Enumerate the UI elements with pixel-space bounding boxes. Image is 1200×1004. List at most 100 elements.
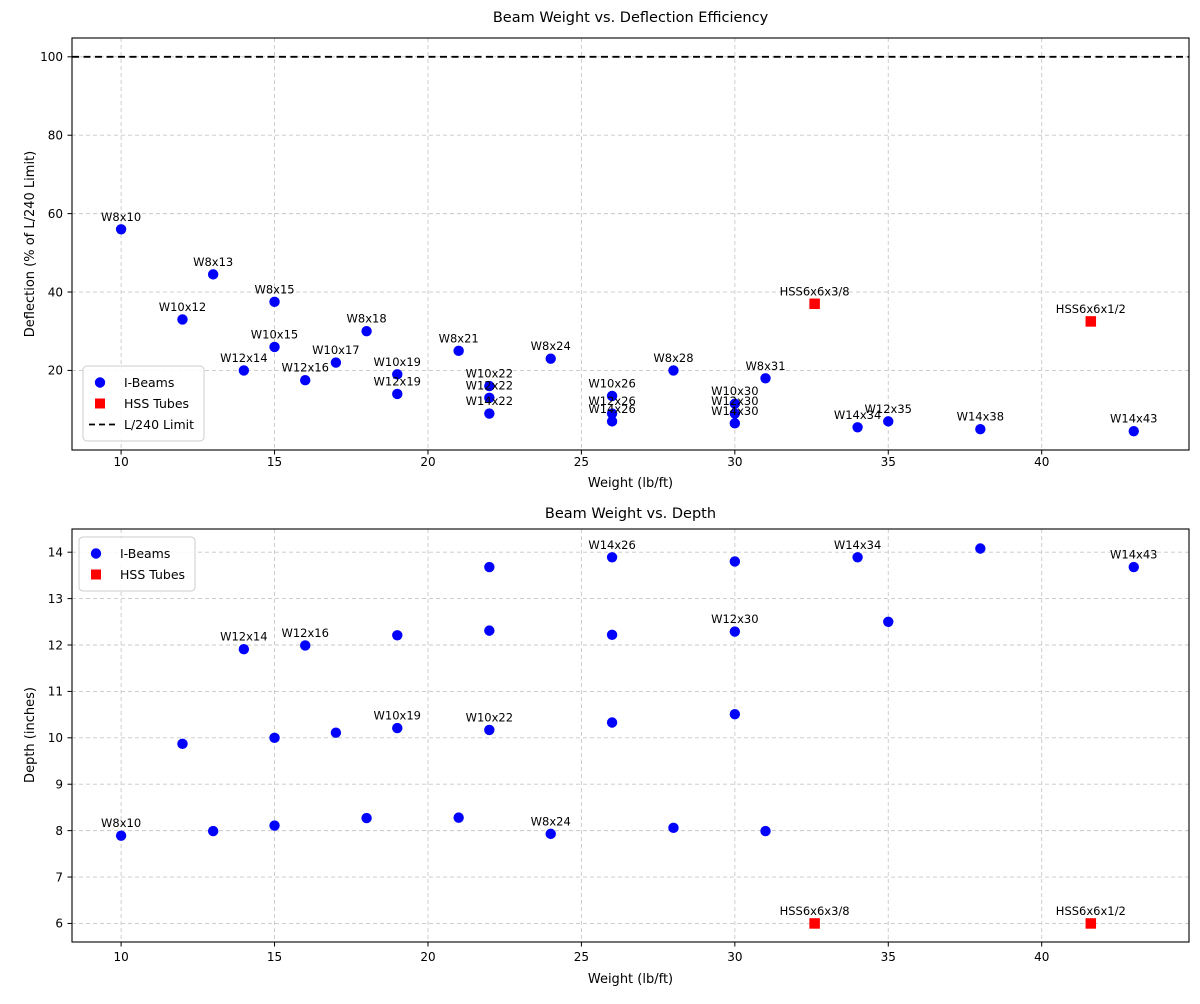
point-label: W8x10 (101, 210, 141, 224)
y-tick-label: 13 (48, 592, 63, 606)
point-label: W14x43 (1110, 412, 1157, 426)
x-tick-label: 15 (267, 950, 282, 964)
point-label: W8x31 (745, 359, 785, 373)
x-tick-label: 15 (267, 455, 282, 469)
point-label: W10x26 (588, 376, 635, 390)
data-point-I-Beams (269, 732, 280, 744)
data-point-W10x12 (177, 314, 188, 325)
data-point-W8x10 (115, 224, 127, 235)
point-label: W14x26 (588, 538, 635, 552)
data-point-I-Beams (606, 629, 618, 641)
point-label: W12x35 (865, 402, 912, 416)
point-label: W14x34 (834, 408, 881, 422)
x-tick-label: 10 (113, 455, 128, 469)
data-point-I-Beams (392, 630, 403, 641)
data-point-W12x22 (484, 392, 495, 404)
y-tick-label: 9 (55, 778, 63, 792)
x-tick-label: 20 (420, 455, 435, 469)
data-point-HSS6x6x1/2 (1085, 316, 1097, 327)
data-point-W12x30 (729, 626, 741, 637)
y-tick-label: 60 (48, 207, 63, 221)
y-axis-label: Deflection (% of L/240 Limit) (23, 151, 38, 337)
data-point-W12x14 (238, 643, 250, 655)
x-axis-label: Weight (lb/ft) (588, 972, 673, 987)
data-point-W10x22 (484, 724, 495, 736)
data-point-W14x43 (1128, 425, 1139, 437)
data-point-W12x35 (883, 416, 894, 427)
point-label: W10x22 (466, 710, 513, 724)
point-label: W14x30 (711, 404, 758, 418)
square-icon (91, 569, 101, 580)
point-label: W10x19 (374, 355, 421, 369)
data-point-I-Beams (269, 820, 280, 831)
x-tick-label: 20 (420, 950, 435, 964)
data-point-W10x15 (269, 341, 280, 353)
y-tick-label: 7 (55, 870, 63, 884)
x-tick-label: 40 (1034, 455, 1049, 469)
chart-title: Beam Weight vs. Deflection Efficiency (493, 10, 769, 26)
legend: I-Beams HSS Tubes (78, 536, 196, 592)
point-label: W8x24 (531, 814, 571, 828)
y-tick-label: 8 (55, 824, 63, 838)
data-point-W8x31 (760, 373, 771, 384)
data-point-W10x19 (392, 369, 403, 380)
data-point-W12x30 (729, 408, 741, 419)
x-axis-label: Weight (lb/ft) (588, 476, 673, 491)
x-tick-label: 10 (113, 950, 128, 964)
point-label: W8x10 (101, 816, 141, 830)
deflection-chart: 10 15 20 25 30 35 40 20 40 60 80 100 W8x10 W10x12 W8x1… (23, 10, 1190, 491)
legend-box (82, 365, 205, 442)
data-point-I-Beams (330, 727, 342, 738)
point-label: HSS6x6x1/2 (1056, 904, 1126, 918)
legend-label: I-Beams (124, 375, 174, 390)
y-tick-label: 100 (40, 50, 63, 64)
data-point-W12x14 (238, 365, 250, 376)
data-point-HSS6x6x1/2 (1085, 918, 1097, 929)
axes-spines (71, 528, 1190, 943)
data-point-W10x30 (729, 398, 741, 409)
point-label: W12x22 (466, 378, 513, 392)
point-label: W12x16 (281, 361, 328, 375)
data-point-I-Beams (760, 825, 771, 837)
point-label: W10x22 (466, 367, 513, 381)
data-point-W12x26 (606, 408, 618, 419)
y-tick-label: 40 (48, 285, 63, 299)
data-point-I-Beams (453, 812, 464, 823)
point-label: W14x22 (466, 394, 513, 408)
x-tick-label: 25 (574, 455, 589, 469)
point-label: W14x43 (1110, 548, 1157, 562)
y-tick-label: 14 (48, 546, 63, 560)
legend-label: I-Beams (120, 546, 170, 561)
point-label: W8x18 (347, 312, 387, 326)
point-label: W12x14 (220, 351, 267, 365)
y-axis-label: Depth (inches) (23, 687, 38, 783)
x-tick-label: 25 (574, 950, 589, 964)
y-tick-label: 6 (55, 917, 63, 931)
data-point-W14x30 (729, 418, 741, 429)
point-label: W8x28 (653, 351, 693, 365)
data-point-W8x28 (668, 365, 679, 376)
data-point-W8x24 (545, 828, 556, 840)
data-point-W8x10 (115, 830, 127, 841)
x-tick-label: 30 (727, 950, 742, 964)
data-point-W14x34 (852, 552, 863, 563)
deflection-chart-plot-area: 10 15 20 25 30 35 40 20 40 60 80 100 W8x10 W10x12 W8x1… (40, 37, 1190, 469)
point-label: HSS6x6x3/8 (780, 904, 850, 918)
point-label: W8x13 (193, 255, 233, 269)
data-point-HSS6x6x3/8 (809, 298, 820, 310)
y-tick-label: 10 (48, 731, 63, 745)
point-label: W12x30 (711, 394, 758, 408)
circle-icon (94, 377, 106, 388)
data-point-I-Beams (484, 561, 495, 573)
data-point-I-Beams (975, 543, 986, 554)
data-point-W8x13 (207, 269, 219, 280)
chart-title: Beam Weight vs. Depth (545, 506, 716, 522)
x-tick-label: 35 (881, 455, 896, 469)
point-label: W12x14 (220, 630, 267, 644)
legend: I-Beams HSS Tubes L/240 Limit (82, 365, 205, 442)
y-tick-label: 12 (48, 638, 63, 652)
legend-label: L/240 Limit (124, 417, 194, 432)
legend-box (78, 536, 196, 592)
